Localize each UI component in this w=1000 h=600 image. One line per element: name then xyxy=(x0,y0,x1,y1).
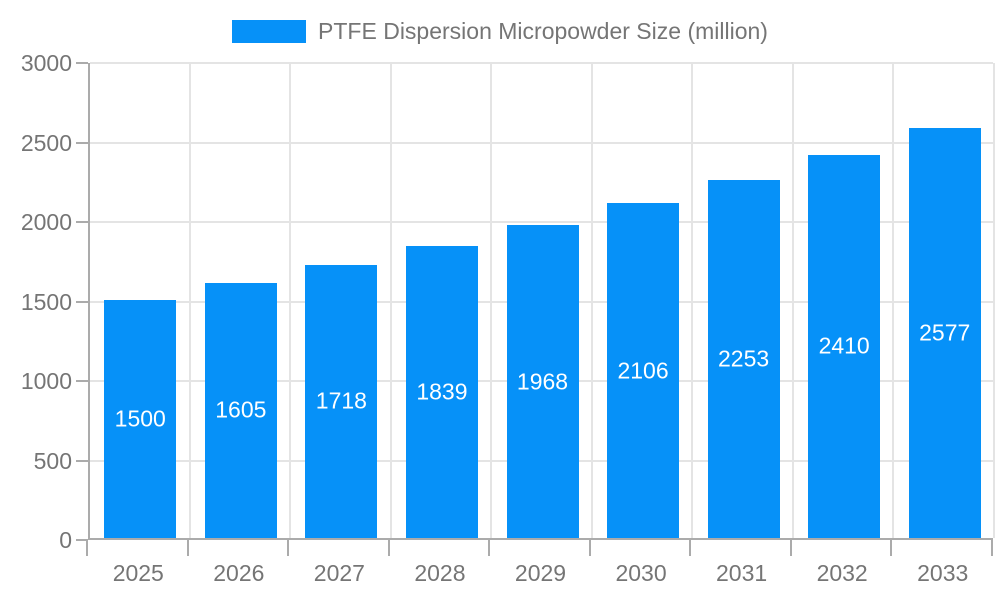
y-tick-label: 1000 xyxy=(20,368,72,394)
bar-value-label: 2253 xyxy=(718,345,770,372)
bar-2033[interactable]: 2577 xyxy=(908,128,981,538)
x-axis-tick xyxy=(890,540,893,556)
bar-value-label: 1605 xyxy=(215,396,267,423)
x-gridline xyxy=(590,63,593,538)
bar-value-label: 2577 xyxy=(919,319,971,346)
bar-2026[interactable]: 1605 xyxy=(204,282,277,538)
y-gridline xyxy=(90,62,993,64)
x-gridline xyxy=(289,63,292,538)
x-axis-tick xyxy=(789,540,792,556)
x-axis-tick xyxy=(588,540,591,556)
bar-2030[interactable]: 2106 xyxy=(607,203,680,538)
x-tick-label: 2031 xyxy=(716,560,768,586)
bar-2028[interactable]: 1839 xyxy=(405,245,478,538)
chart-legend[interactable]: PTFE Dispersion Micropowder Size (millio… xyxy=(0,18,1000,44)
x-axis-tick xyxy=(86,540,88,556)
x-axis-tick xyxy=(991,540,993,556)
x-gridline xyxy=(389,63,392,538)
bar-2025[interactable]: 1500 xyxy=(104,299,177,538)
x-tick-label: 2030 xyxy=(615,560,667,586)
y-gridline xyxy=(90,221,993,223)
x-tick-label: 2028 xyxy=(414,560,466,586)
x-gridline xyxy=(791,63,794,538)
y-axis-tick xyxy=(76,459,88,462)
x-tick-label: 2029 xyxy=(514,560,567,586)
bar-2032[interactable]: 2410 xyxy=(808,154,881,538)
legend-series-label: PTFE Dispersion Micropowder Size (millio… xyxy=(318,18,768,44)
x-gridline xyxy=(892,63,895,538)
x-axis-tick xyxy=(287,540,290,556)
y-axis-tick xyxy=(76,141,88,144)
bar-value-label: 2410 xyxy=(818,332,870,359)
x-gridline xyxy=(490,63,493,538)
x-gridline xyxy=(993,63,995,538)
bar-value-label: 1500 xyxy=(114,405,166,432)
y-tick-label: 2500 xyxy=(20,129,72,156)
y-tick-label: 3000 xyxy=(20,50,72,76)
x-tick-label: 2027 xyxy=(313,560,365,586)
bar-2029[interactable]: 1968 xyxy=(506,225,579,538)
x-axis-tick xyxy=(387,540,390,556)
y-gridline xyxy=(90,141,993,144)
y-axis-tick xyxy=(76,62,88,64)
bar-value-label: 1839 xyxy=(416,378,468,405)
legend-swatch-icon xyxy=(232,19,307,43)
x-gridline xyxy=(188,63,191,538)
y-axis-tick xyxy=(76,380,88,382)
bar-2031[interactable]: 2253 xyxy=(707,179,780,538)
bar-value-label: 1718 xyxy=(315,387,367,414)
x-tick-label: 2026 xyxy=(213,560,265,586)
plot-area: 1500 1605 1718 1839 1968 2106 2253 2410 2577 xyxy=(88,62,995,540)
bar-value-label: 1968 xyxy=(516,368,569,395)
bar-2027[interactable]: 1718 xyxy=(305,264,378,538)
x-axis-tick xyxy=(186,540,189,556)
y-axis-tick xyxy=(76,539,88,541)
x-axis-tick xyxy=(689,540,692,556)
x-tick-label: 2032 xyxy=(816,560,868,586)
y-axis-tick xyxy=(76,221,88,223)
bar-value-label: 2106 xyxy=(617,357,669,384)
x-gridline xyxy=(691,63,694,538)
y-axis-tick xyxy=(76,300,88,303)
y-tick-label: 0 xyxy=(59,527,72,553)
y-tick-label: 1500 xyxy=(20,288,72,315)
x-tick-label: 2025 xyxy=(112,560,164,586)
y-tick-label: 2000 xyxy=(20,209,72,235)
y-tick-label: 500 xyxy=(33,447,72,474)
x-tick-label: 2033 xyxy=(917,560,969,586)
x-axis-tick xyxy=(488,540,491,556)
